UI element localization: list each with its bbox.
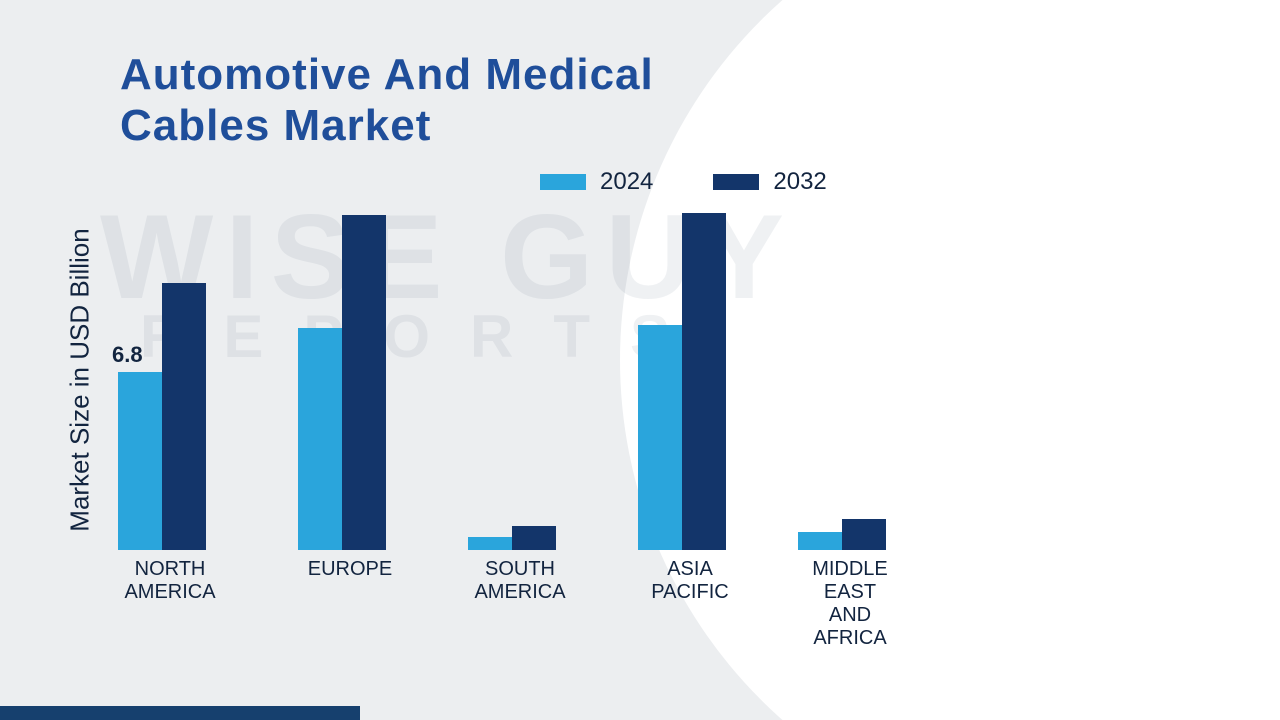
- bar-series-a: [638, 325, 682, 550]
- category-label: SOUTHAMERICA: [450, 550, 590, 604]
- category-label: NORTHAMERICA: [100, 550, 240, 604]
- category-label: EUROPE: [280, 550, 420, 581]
- chart-title: Automotive And Medical Cables Market: [120, 50, 760, 151]
- bar-value-label: 6.8: [112, 342, 143, 368]
- bar-series-a: [298, 328, 342, 550]
- legend-item-2024: 2024: [540, 168, 653, 196]
- bar-series-a: [468, 537, 512, 550]
- bottom-accent-strip: [0, 706, 360, 720]
- legend-swatch-2024: [540, 174, 586, 190]
- category-label: MIDDLEEASTANDAFRICA: [780, 550, 920, 650]
- legend-item-2032: 2032: [713, 168, 826, 196]
- bar-chart-plot: 6.8NORTHAMERICAEUROPESOUTHAMERICAASIAPAC…: [110, 210, 880, 550]
- infographic-canvas: WISE GUY REPORTS Automotive And Medical …: [0, 0, 1280, 720]
- category-label: ASIAPACIFIC: [620, 550, 760, 604]
- y-axis-label: Market Size in USD Billion: [65, 228, 96, 531]
- brand-head-icon: [1178, 30, 1248, 120]
- bar-series-b: [342, 215, 386, 550]
- bar-series-b: [682, 213, 726, 550]
- legend-label-2024: 2024: [600, 168, 653, 196]
- bar-series-a: [118, 372, 162, 550]
- legend-label-2032: 2032: [773, 168, 826, 196]
- legend-swatch-2032: [713, 174, 759, 190]
- legend: 2024 2032: [540, 168, 827, 196]
- bar-series-b: [512, 526, 556, 550]
- bar-series-b: [162, 283, 206, 550]
- bar-series-b: [842, 519, 886, 550]
- bar-series-a: [798, 532, 842, 550]
